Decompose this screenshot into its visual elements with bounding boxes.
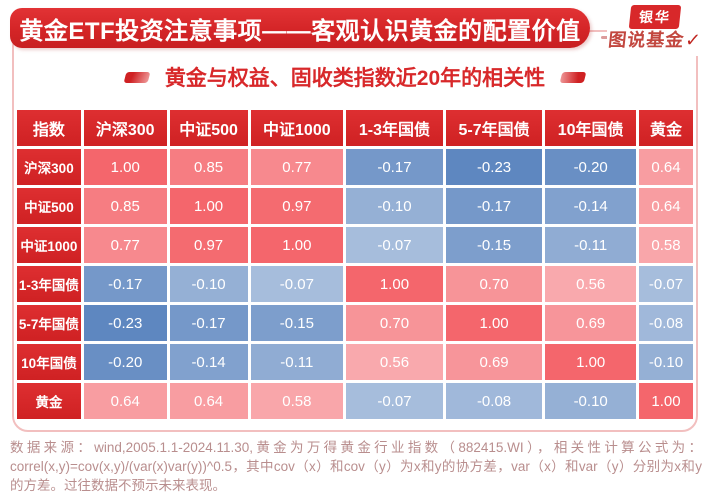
correlation-cell: -0.11 [250,344,344,380]
correlation-cell: 0.70 [346,305,443,341]
section-subtitle: 黄金与权益、固收类指数近20年的相关性 [14,62,696,92]
correlation-cell: -0.07 [346,383,443,419]
correlation-cell: 1.00 [346,266,443,302]
correlation-cell: -0.23 [83,305,167,341]
row-header-cell: 10年国债 [17,344,81,380]
correlation-cell: 0.85 [83,188,167,224]
data-source-note: 数据来源：wind,2005.1.1-2024.11.30,黄金为万得黄金行业指… [10,440,702,494]
correlation-cell: -0.17 [169,305,248,341]
column-header-cell: 黄金 [638,110,693,146]
correlation-cell: 1.00 [545,344,636,380]
correlation-cell: -0.17 [83,266,167,302]
correlation-cell: -0.11 [545,227,636,263]
table-header-row: 指数 沪深300 中证500 中证1000 1-3年国债 5-7年国债 10年国债 黄金 [17,110,693,146]
correlation-cell: -0.14 [545,188,636,224]
correlation-cell: -0.08 [638,305,693,341]
correlation-cell: 0.58 [638,227,693,263]
correlation-cell: -0.10 [346,188,443,224]
correlation-cell: -0.20 [545,149,636,185]
column-header-cell: 1-3年国债 [346,110,443,146]
correlation-cell: -0.14 [169,344,248,380]
correlation-cell: 0.56 [545,266,636,302]
correlation-table: 指数 沪深300 中证500 中证1000 1-3年国债 5-7年国债 10年国债 黄金 沪深… [14,107,696,422]
column-header-cell: 沪深300 [83,110,167,146]
table-row: 黄金 0.64 0.64 0.58 -0.07 -0.08 -0.10 1.00 [17,383,693,419]
correlation-cell: 0.85 [169,149,248,185]
row-header-cell: 中证1000 [17,227,81,263]
row-header-cell: 中证500 [17,188,81,224]
correlation-cell: 1.00 [445,305,543,341]
correlation-cell: -0.07 [346,227,443,263]
content-card: 黄金与权益、固收类指数近20年的相关性 指数 沪深300 中证500 中证1000 1-… [12,30,698,432]
correlation-cell: 0.69 [545,305,636,341]
subtitle-marker-left-icon [123,71,151,83]
table-row: 中证500 0.85 1.00 0.97 -0.10 -0.17 -0.14 0.64 [17,188,693,224]
column-header-cell: 中证1000 [250,110,344,146]
brand-series-text: 图说基金 [607,30,686,50]
correlation-cell: 0.77 [250,149,344,185]
correlation-cell: -0.08 [445,383,543,419]
table-row: 5-7年国债 -0.23 -0.17 -0.15 0.70 1.00 0.69 -0.08 [17,305,693,341]
table-row: 中证1000 0.77 0.97 1.00 -0.07 -0.15 -0.11 0.58 [17,227,693,263]
correlation-cell: 0.58 [250,383,344,419]
row-header-cell: 黄金 [17,383,81,419]
correlation-cell: 0.56 [346,344,443,380]
brand-series: 图说基金✓ [606,26,705,52]
row-header-cell: 5-7年国债 [17,305,81,341]
column-header-cell: 5-7年国债 [445,110,543,146]
correlation-cell: -0.20 [83,344,167,380]
correlation-cell: -0.17 [445,188,543,224]
correlation-cell: -0.10 [638,344,693,380]
correlation-cell: 0.64 [638,188,693,224]
correlation-cell: 1.00 [83,149,167,185]
correlation-cell: 0.64 [169,383,248,419]
correlation-cell: -0.17 [346,149,443,185]
row-header-cell: 沪深300 [17,149,81,185]
correlation-cell: 1.00 [169,188,248,224]
correlation-cell: -0.10 [545,383,636,419]
correlation-cell: -0.07 [638,266,693,302]
table-row: 10年国债 -0.20 -0.14 -0.11 0.56 0.69 1.00 -0.10 [17,344,693,380]
correlation-cell: 1.00 [638,383,693,419]
correlation-cell: -0.15 [250,305,344,341]
corner-header-cell: 指数 [17,110,81,146]
correlation-cell: 1.00 [250,227,344,263]
correlation-cell: -0.23 [445,149,543,185]
page-title: 黄金ETF投资注意事项——客观认识黄金的配置价值 [19,17,581,45]
checkmark-icon: ✓ [684,30,703,50]
correlation-cell: 0.77 [83,227,167,263]
row-header-cell: 1-3年国债 [17,266,81,302]
column-header-cell: 10年国债 [545,110,636,146]
subtitle-text: 黄金与权益、固收类指数近20年的相关性 [164,67,546,90]
correlation-cell: -0.10 [169,266,248,302]
column-header-cell: 中证500 [169,110,248,146]
correlation-cell: 0.97 [250,188,344,224]
correlation-cell: 0.97 [169,227,248,263]
subtitle-marker-right-icon [559,71,587,83]
correlation-cell: -0.15 [445,227,543,263]
correlation-cell: 0.70 [445,266,543,302]
title-banner: 黄金ETF投资注意事项——客观认识黄金的配置价值 [10,8,590,48]
correlation-cell: -0.07 [250,266,344,302]
brand-logo: 银华 图说基金✓ [607,3,703,56]
correlation-cell: 0.64 [638,149,693,185]
correlation-cell: 0.64 [83,383,167,419]
table-row: 1-3年国债 -0.17 -0.10 -0.07 1.00 0.70 0.56 -0.07 [17,266,693,302]
table-row: 沪深300 1.00 0.85 0.77 -0.17 -0.23 -0.20 0.64 [17,149,693,185]
correlation-cell: 0.69 [445,344,543,380]
